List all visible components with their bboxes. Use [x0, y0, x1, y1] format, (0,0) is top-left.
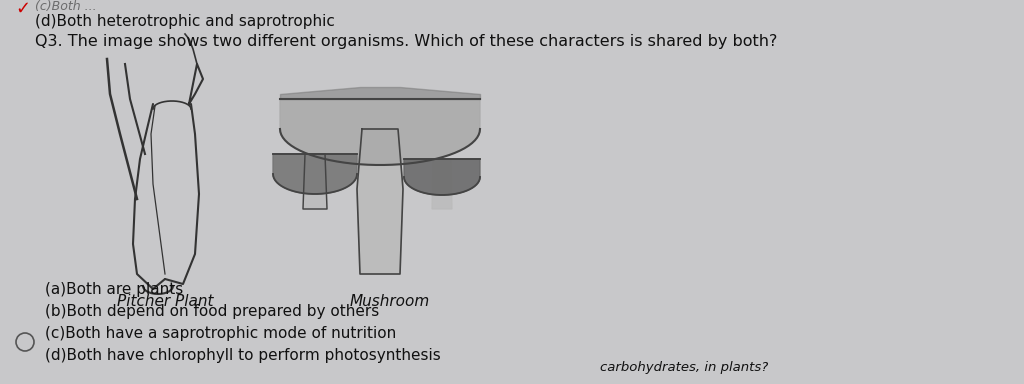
- Text: carbohydrates, in plants?: carbohydrates, in plants?: [600, 361, 768, 374]
- Polygon shape: [303, 154, 327, 209]
- Polygon shape: [357, 129, 403, 274]
- Polygon shape: [280, 99, 480, 165]
- Text: (b)Both depend on food prepared by others: (b)Both depend on food prepared by other…: [45, 304, 379, 319]
- Text: (d)Both have chlorophyll to perform photosynthesis: (d)Both have chlorophyll to perform phot…: [45, 348, 440, 363]
- Polygon shape: [404, 159, 480, 195]
- Text: (d)Both heterotrophic and saprotrophic: (d)Both heterotrophic and saprotrophic: [35, 14, 335, 29]
- Text: (c)Both ...: (c)Both ...: [35, 0, 96, 13]
- Text: Mushroom: Mushroom: [350, 294, 430, 309]
- Text: (c)Both have a saprotrophic mode of nutrition: (c)Both have a saprotrophic mode of nutr…: [45, 326, 396, 341]
- Polygon shape: [432, 159, 452, 209]
- Polygon shape: [273, 154, 357, 194]
- Text: Pitcher Plant: Pitcher Plant: [117, 294, 213, 309]
- Text: Q3. The image shows two different organisms. Which of these characters is shared: Q3. The image shows two different organi…: [35, 34, 777, 49]
- Text: (a)Both are plants: (a)Both are plants: [45, 282, 183, 297]
- Text: ✓: ✓: [15, 0, 30, 18]
